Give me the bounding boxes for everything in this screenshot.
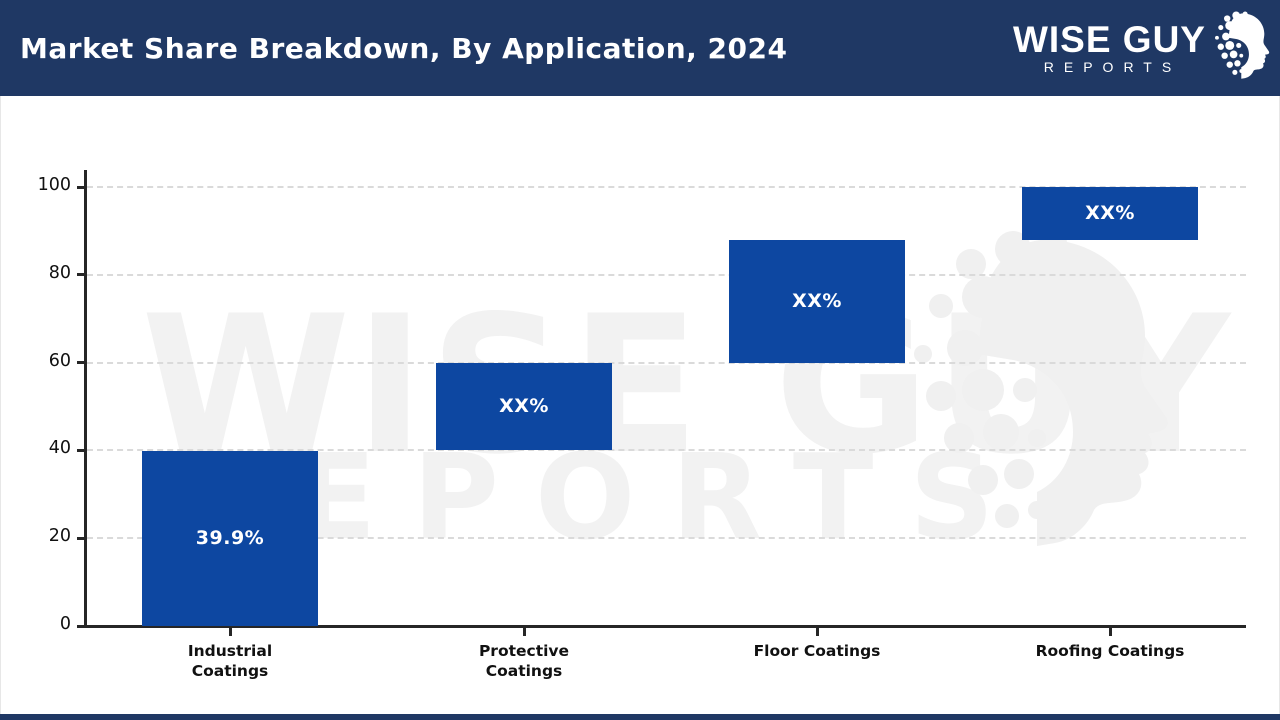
logo-wordmark-sub: REPORTS	[1043, 59, 1182, 75]
bar-value-label-roofing-coatings: XX%	[1085, 202, 1135, 225]
y-gridline	[87, 537, 1246, 540]
logo-head-icon	[1215, 11, 1270, 79]
x-tick-mark	[522, 628, 526, 636]
logo-wordmark: WISE GUY REPORTS	[1012, 19, 1206, 76]
y-tick-mark	[77, 273, 84, 277]
y-gridline	[87, 273, 1246, 276]
x-category-label-floor-coatings: Floor Coatings	[753, 642, 881, 660]
x-category-label-roofing-coatings: Roofing Coatings	[1035, 642, 1185, 660]
y-tick-label: 20	[48, 526, 71, 547]
y-tick-label: 80	[48, 262, 71, 283]
y-tick-mark	[77, 448, 84, 452]
y-tick-label: 60	[48, 350, 71, 371]
bar-roofing-coatings: XX%	[1022, 187, 1198, 240]
y-tick-mark	[77, 361, 84, 365]
y-tick-label: 0	[59, 614, 71, 634]
wise-guy-logo: WISE GUY REPORTS	[1013, 9, 1280, 87]
bar-floor-coatings: XX%	[729, 239, 905, 363]
bar-value-label-floor-coatings: XX%	[792, 290, 842, 313]
logo-wordmark-main: WISE GUY	[1012, 19, 1206, 60]
header-bar: Market Share Breakdown, By Application, …	[0, 0, 1280, 96]
y-tick-mark	[77, 536, 84, 540]
page-title: Market Share Breakdown, By Application, …	[20, 31, 788, 65]
y-tick-mark	[77, 624, 84, 628]
watermark-head-icon	[914, 231, 1168, 547]
bar-value-label-protective-coatings: XX%	[499, 395, 549, 418]
y-axis-line	[84, 170, 87, 628]
y-gridline	[87, 361, 1246, 364]
bar-protective-coatings: XX%	[436, 362, 612, 451]
y-gridline	[87, 449, 1246, 452]
x-category-label-industrial-coatings: Industrial Coatings	[187, 642, 273, 680]
y-tick-label: 40	[48, 438, 71, 459]
x-axis-line	[84, 625, 1246, 628]
x-tick-mark	[1108, 628, 1112, 636]
x-tick-mark	[228, 628, 232, 636]
footer-bar	[0, 714, 1280, 720]
y-tick-label: 100	[37, 175, 71, 195]
y-tick-mark	[77, 185, 84, 189]
y-gridline	[87, 186, 1246, 188]
x-category-label-protective-coatings: Protective Coatings	[478, 642, 570, 680]
bar-value-label-industrial-coatings: 39.9%	[195, 527, 265, 550]
x-tick-mark	[815, 628, 819, 636]
bar-industrial-coatings: 39.9%	[142, 450, 318, 626]
